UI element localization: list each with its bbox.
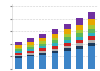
Bar (64, 48, 71, 51)
Bar (64, 37, 71, 40)
Bar (27, 45, 34, 47)
Bar (64, 51, 71, 69)
Bar (27, 49, 34, 51)
Bar (64, 34, 71, 37)
Bar (27, 51, 34, 53)
Bar (39, 44, 46, 46)
Bar (39, 51, 46, 53)
Bar (39, 38, 46, 41)
Bar (27, 53, 34, 55)
Bar (76, 46, 83, 48)
Bar (39, 48, 46, 51)
Bar (76, 30, 83, 33)
Bar (88, 36, 95, 40)
Bar (39, 55, 46, 69)
Bar (15, 42, 22, 45)
Bar (15, 56, 22, 58)
Bar (88, 19, 95, 25)
Bar (76, 33, 83, 37)
Bar (76, 37, 83, 40)
Bar (76, 43, 83, 46)
Bar (52, 29, 58, 34)
Bar (27, 38, 34, 42)
Bar (64, 46, 71, 48)
Bar (52, 38, 58, 40)
Bar (52, 44, 58, 46)
Bar (15, 49, 22, 51)
Bar (52, 48, 58, 51)
Bar (39, 53, 46, 55)
Bar (88, 33, 95, 36)
Bar (39, 41, 46, 44)
Bar (15, 51, 22, 53)
Bar (64, 43, 71, 46)
Bar (15, 53, 22, 55)
Bar (52, 53, 58, 69)
Bar (27, 56, 34, 69)
Bar (64, 29, 71, 34)
Bar (39, 34, 46, 38)
Bar (88, 40, 95, 43)
Bar (52, 40, 58, 44)
Bar (27, 47, 34, 49)
Bar (15, 47, 22, 49)
Bar (76, 48, 83, 69)
Bar (52, 51, 58, 53)
Bar (15, 45, 22, 47)
Bar (88, 12, 95, 19)
Bar (88, 43, 95, 46)
Bar (15, 58, 22, 69)
Bar (64, 40, 71, 43)
Bar (88, 25, 95, 29)
Bar (64, 24, 71, 29)
Bar (76, 25, 83, 30)
Bar (88, 29, 95, 33)
Bar (27, 42, 34, 45)
Bar (76, 40, 83, 43)
Bar (27, 55, 34, 56)
Bar (88, 46, 95, 69)
Bar (76, 18, 83, 25)
Bar (52, 34, 58, 38)
Bar (52, 46, 58, 48)
Bar (39, 46, 46, 48)
Bar (15, 55, 22, 56)
